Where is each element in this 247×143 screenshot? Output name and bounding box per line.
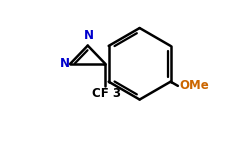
- Text: N: N: [83, 29, 93, 42]
- Text: CF 3: CF 3: [92, 87, 121, 100]
- Text: N: N: [60, 57, 70, 70]
- Text: OMe: OMe: [179, 79, 209, 92]
